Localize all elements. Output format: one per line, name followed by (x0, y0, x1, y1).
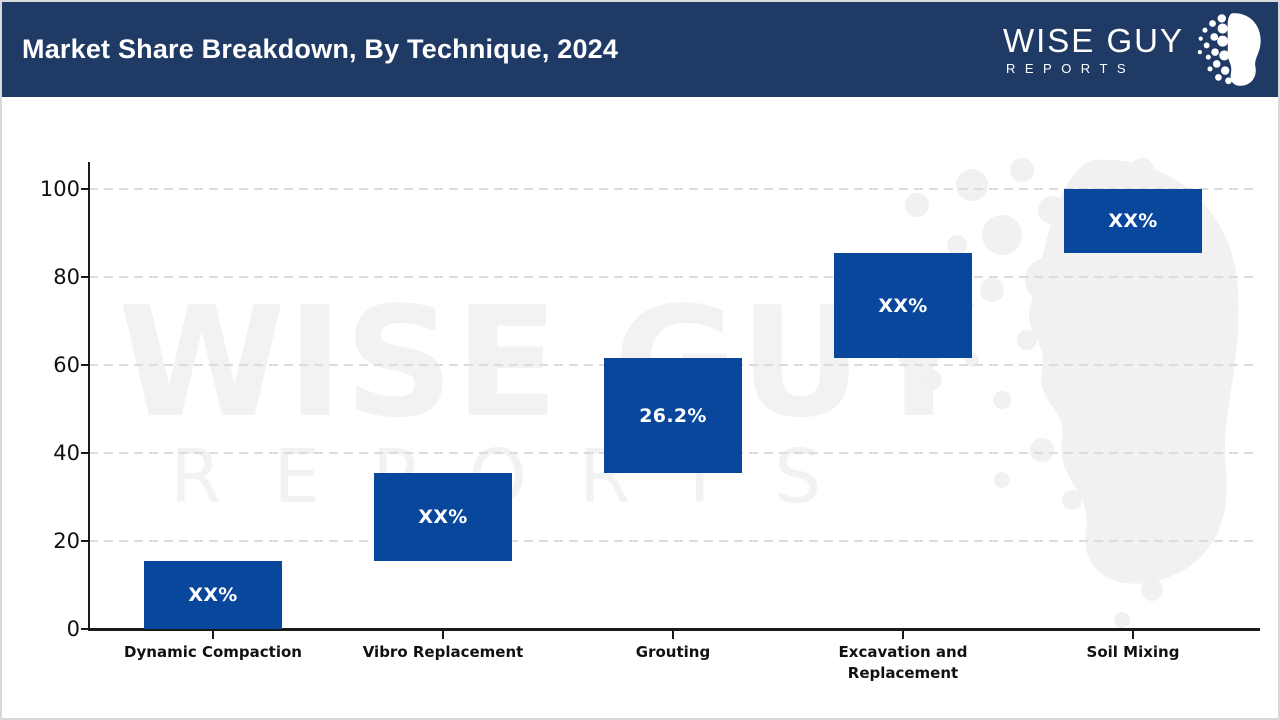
bar-dynamic-compaction: XX% (144, 560, 282, 629)
bar-vibro-replacement: XX% (374, 473, 512, 561)
bar-value-label: 26.2% (639, 404, 707, 427)
y-tick-label: 100 (39, 177, 80, 201)
gridline-20 (89, 540, 1259, 542)
logo-text: WISE GUY REPORTS (1002, 21, 1184, 76)
x-tick-mark (442, 629, 444, 639)
category-label: Dynamic Compaction (124, 643, 302, 661)
bar-excavation-and-replacement: XX% (834, 253, 972, 358)
x-axis-line (88, 628, 1260, 631)
y-tick-mark (81, 628, 89, 630)
gridline-100 (89, 188, 1259, 190)
logo-name: WISE GUY (1002, 21, 1184, 59)
page-title: Market Share Breakdown, By Technique, 20… (22, 34, 619, 64)
gridline-80 (89, 276, 1259, 278)
bar-grouting: 26.2% (604, 357, 742, 474)
x-tick-mark (672, 629, 674, 639)
y-tick-mark (81, 364, 89, 366)
y-tick-label: 60 (53, 353, 80, 377)
y-tick-label: 80 (53, 265, 80, 289)
wise-guy-logo: WISE GUY REPORTS (1003, 10, 1264, 90)
bar-value-label: XX% (878, 294, 928, 317)
y-tick-mark (81, 452, 89, 454)
bar-soil-mixing: XX% (1064, 189, 1202, 254)
category-label: Grouting (635, 643, 711, 661)
y-tick-mark (81, 540, 89, 542)
x-tick-mark (1132, 629, 1134, 639)
y-tick-label: 40 (53, 441, 80, 465)
y-tick-label: 20 (53, 529, 80, 553)
y-tick-mark (81, 276, 89, 278)
category-label: Vibro Replacement (362, 643, 524, 661)
bar-value-label: XX% (418, 506, 468, 528)
logo-head-icon (1197, 12, 1261, 86)
y-axis-line (88, 162, 90, 631)
category-label: Soil Mixing (1086, 643, 1180, 661)
watermark-reports: REPORTS (170, 434, 874, 520)
x-tick-mark (902, 629, 904, 639)
bar-value-label: XX% (1108, 210, 1158, 233)
y-tick-mark (81, 188, 89, 190)
bar-value-label: XX% (188, 583, 238, 606)
category-label: Excavation and Replacement (838, 643, 968, 682)
header: Market Share Breakdown, By Technique, 20… (2, 2, 1278, 97)
x-tick-mark (212, 629, 214, 639)
logo-subtitle: REPORTS (1005, 60, 1136, 76)
y-tick-label: 0 (66, 617, 80, 641)
